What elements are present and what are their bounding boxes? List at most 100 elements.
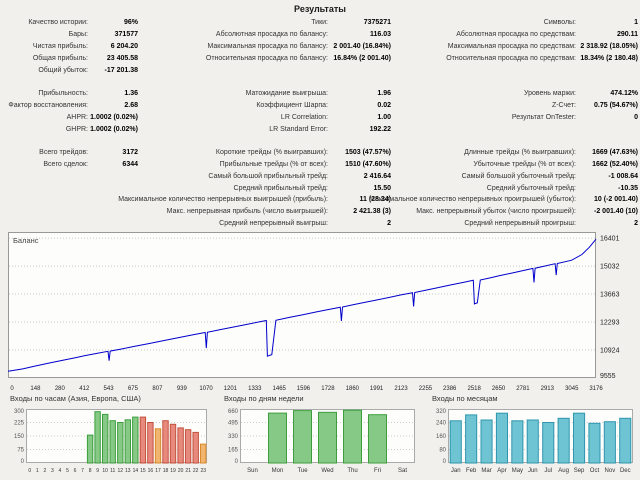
stat-value: -1 008.64 xyxy=(608,172,638,180)
svg-text:Feb: Feb xyxy=(466,468,477,474)
stats-row: Общий убыток: -17 201.38 xyxy=(8,64,638,76)
stat-value: 6344 xyxy=(122,160,138,168)
svg-text:939: 939 xyxy=(177,386,188,392)
stat-value: 1.0002 (0.02%) xyxy=(90,113,138,121)
stat-value: 2.68 xyxy=(124,101,138,109)
stat-label: Всего сделок: xyxy=(43,160,88,168)
stat-value: 1 xyxy=(634,19,638,27)
svg-text:9: 9 xyxy=(96,468,99,474)
svg-text:May: May xyxy=(512,468,523,474)
stat-label: Средний убыточный трейд: xyxy=(486,184,576,192)
stat-label: Z-Счет: xyxy=(551,101,576,109)
stat-value: 7375271 xyxy=(363,19,391,27)
months-chart: Входы по месяцам 0 80 160 240 320 Jan Feb Mar Ap… xyxy=(430,394,636,478)
svg-text:160: 160 xyxy=(436,434,447,440)
stat-label: Коэффициент Шарпа: xyxy=(256,101,328,109)
stat-label: Средний непрерывный выигрыш: xyxy=(219,219,328,227)
stats-row: GHPR: 1.0002 (0.02%) LR Standard Error: 192… xyxy=(8,123,638,135)
svg-text:19: 19 xyxy=(170,468,176,474)
svg-text:3176: 3176 xyxy=(589,386,603,392)
svg-text:5: 5 xyxy=(66,468,69,474)
stat-value: 16.84% (2 001.40) xyxy=(333,54,391,62)
stats-row: Средний непрерывный выигрыш: 2 Средний неп… xyxy=(8,218,638,230)
svg-text:13663: 13663 xyxy=(600,292,620,299)
stat-label: Максимальное количество непрерывных выиг… xyxy=(118,196,328,204)
stats-row: Всего трейдов: 3172 Короткие трейды (% выи… xyxy=(8,147,638,159)
svg-text:4: 4 xyxy=(59,468,62,474)
svg-text:9555: 9555 xyxy=(600,373,616,380)
stat-value: 18.34% (2 180.48) xyxy=(580,54,638,62)
stat-label: LR Correlation: xyxy=(280,113,328,121)
svg-text:412: 412 xyxy=(79,386,90,392)
stat-label: Короткие трейды (% выигравших): xyxy=(215,149,328,157)
stat-value: 1.96 xyxy=(377,90,391,98)
stat-value: 371577 xyxy=(114,31,138,39)
svg-text:0: 0 xyxy=(21,459,25,465)
stat-label: Максимальное количество непрерывных прои… xyxy=(369,196,576,204)
stat-label: Относительная просадка по балансу: xyxy=(205,54,328,62)
svg-text:17: 17 xyxy=(155,468,161,474)
stat-label: Качество истории: xyxy=(28,19,88,27)
stat-label: AHPR: xyxy=(66,113,88,121)
stat-label: Тики: xyxy=(311,19,328,27)
stats-row: AHPR: 1.0002 (0.02%) LR Correlation: 1.00 Ре… xyxy=(8,111,638,123)
stat-value: 1.0002 (0.02%) xyxy=(90,125,138,133)
svg-text:280: 280 xyxy=(55,386,66,392)
svg-text:8: 8 xyxy=(89,468,92,474)
stat-value: 0 xyxy=(634,113,638,121)
svg-text:12: 12 xyxy=(117,468,123,474)
svg-text:165: 165 xyxy=(228,448,239,454)
stat-value: 474.12% xyxy=(610,90,638,98)
svg-text:1: 1 xyxy=(36,468,39,474)
balance-chart-svg: 9555 10924 12293 13663 15032 16401 Баланс 0 148 2… xyxy=(7,232,620,392)
svg-text:1070: 1070 xyxy=(199,386,213,392)
svg-text:Jun: Jun xyxy=(528,468,538,474)
stat-label: Средний непрерывный проигрыш: xyxy=(464,219,576,227)
stat-label: Матожидание выигрыша: xyxy=(245,90,328,98)
svg-text:Wed: Wed xyxy=(321,468,333,474)
stats-row xyxy=(8,135,638,147)
stat-value: 6 204.20 xyxy=(110,42,138,50)
svg-text:2913: 2913 xyxy=(541,386,555,392)
svg-text:150: 150 xyxy=(14,434,25,440)
stat-value: 1510 (47.60%) xyxy=(345,160,391,168)
svg-text:23: 23 xyxy=(200,468,206,474)
stat-label: Бары: xyxy=(68,31,88,39)
stat-label: Прибыльные трейды (% от всех): xyxy=(219,160,328,168)
stats-row: Макс. непрерывная прибыль (число выигрыш… xyxy=(8,206,638,218)
stat-label: Прибыльность: xyxy=(38,90,88,98)
svg-text:1860: 1860 xyxy=(346,386,360,392)
svg-text:2386: 2386 xyxy=(443,386,457,392)
stat-value: 2 416.64 xyxy=(363,172,391,180)
balance-chart: 9555 10924 12293 13663 15032 16401 Баланс 0 148 2… xyxy=(7,232,640,394)
stat-value: 0.75 (54.67%) xyxy=(594,101,638,109)
svg-text:2650: 2650 xyxy=(492,386,506,392)
page-title: Результаты xyxy=(294,4,346,14)
svg-text:0: 0 xyxy=(10,386,14,392)
stat-value: 290.11 xyxy=(616,31,638,39)
svg-text:Nov: Nov xyxy=(605,468,616,474)
stat-label: Символы: xyxy=(543,19,576,27)
stat-label: Уровень маржи: xyxy=(523,90,576,98)
svg-text:10: 10 xyxy=(102,468,108,474)
stat-label: Самый большой убыточный трейд: xyxy=(461,172,576,180)
stat-label: Чистая прибыль: xyxy=(32,42,88,50)
svg-text:0: 0 xyxy=(28,468,31,474)
stat-value: 2 xyxy=(387,219,391,227)
stats-row: Качество истории: 96% Тики: 7375271 Символы:… xyxy=(8,17,638,29)
stat-value: 2 xyxy=(634,219,638,227)
stat-label: GHPR: xyxy=(65,125,88,133)
stat-value: 11 (28.34) xyxy=(359,196,391,204)
stat-value: -10.35 xyxy=(618,184,638,192)
months-chart-title: Входы по месяцам xyxy=(432,394,498,403)
svg-text:7: 7 xyxy=(81,468,84,474)
svg-text:Mar: Mar xyxy=(481,468,491,474)
svg-text:75: 75 xyxy=(17,448,24,454)
stat-label: Макс. непрерывный убыток (число проигрыш… xyxy=(416,208,576,216)
stats-row: Самый большой прибыльный трейд: 2 416.64 С… xyxy=(8,170,638,182)
stats-row: Фактор восстановления: 2.68 Коэффициент Ша… xyxy=(8,100,638,112)
bar-chart-2-svg: 0 165 330 495 660 Sun Mon Tue Wed Thu Fri Sat xyxy=(228,409,415,474)
stats-table: Качество истории: 96% Тики: 7375271 Символы:… xyxy=(8,17,638,229)
